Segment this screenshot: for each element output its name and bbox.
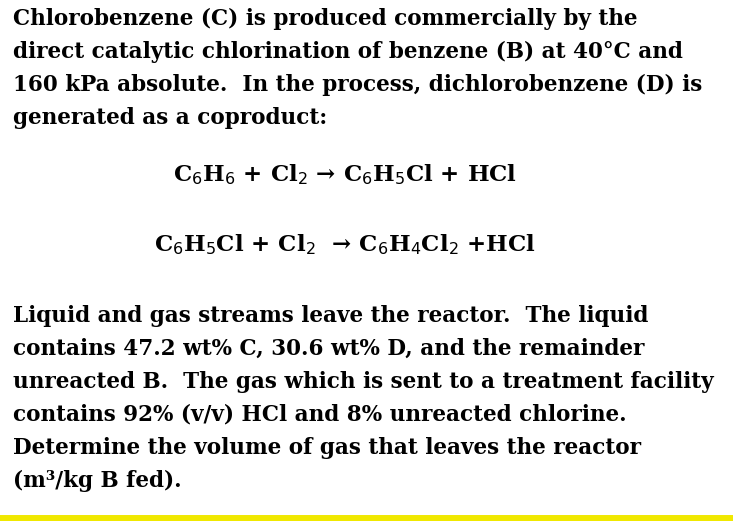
Text: Chlorobenzene (C) is produced commercially by the: Chlorobenzene (C) is produced commercial… (13, 8, 638, 30)
Text: (m³/kg B fed).: (m³/kg B fed). (13, 470, 182, 492)
Text: direct catalytic chlorination of benzene (B) at 40°C and: direct catalytic chlorination of benzene… (13, 41, 683, 63)
Text: Liquid and gas streams leave the reactor.  The liquid: Liquid and gas streams leave the reactor… (13, 305, 649, 327)
Text: C$_6$H$_6$ + Cl$_2$ → C$_6$H$_5$Cl + HCl: C$_6$H$_6$ + Cl$_2$ → C$_6$H$_5$Cl + HCl (172, 163, 517, 188)
Text: unreacted B.  The gas which is sent to a treatment facility: unreacted B. The gas which is sent to a … (13, 371, 714, 393)
Text: 160 kPa absolute.  In the process, dichlorobenzene (D) is: 160 kPa absolute. In the process, dichlo… (13, 74, 702, 96)
Text: contains 92% (v/v) HCl and 8% unreacted chlorine.: contains 92% (v/v) HCl and 8% unreacted … (13, 404, 627, 426)
Text: C$_6$H$_5$Cl + Cl$_2$  → C$_6$H$_4$Cl$_2$ +HCl: C$_6$H$_5$Cl + Cl$_2$ → C$_6$H$_4$Cl$_2$… (153, 232, 536, 257)
Text: generated as a coproduct:: generated as a coproduct: (13, 107, 328, 129)
Text: contains 47.2 wt% C, 30.6 wt% D, and the remainder: contains 47.2 wt% C, 30.6 wt% D, and the… (13, 338, 644, 360)
Text: Determine the volume of gas that leaves the reactor: Determine the volume of gas that leaves … (13, 437, 641, 459)
